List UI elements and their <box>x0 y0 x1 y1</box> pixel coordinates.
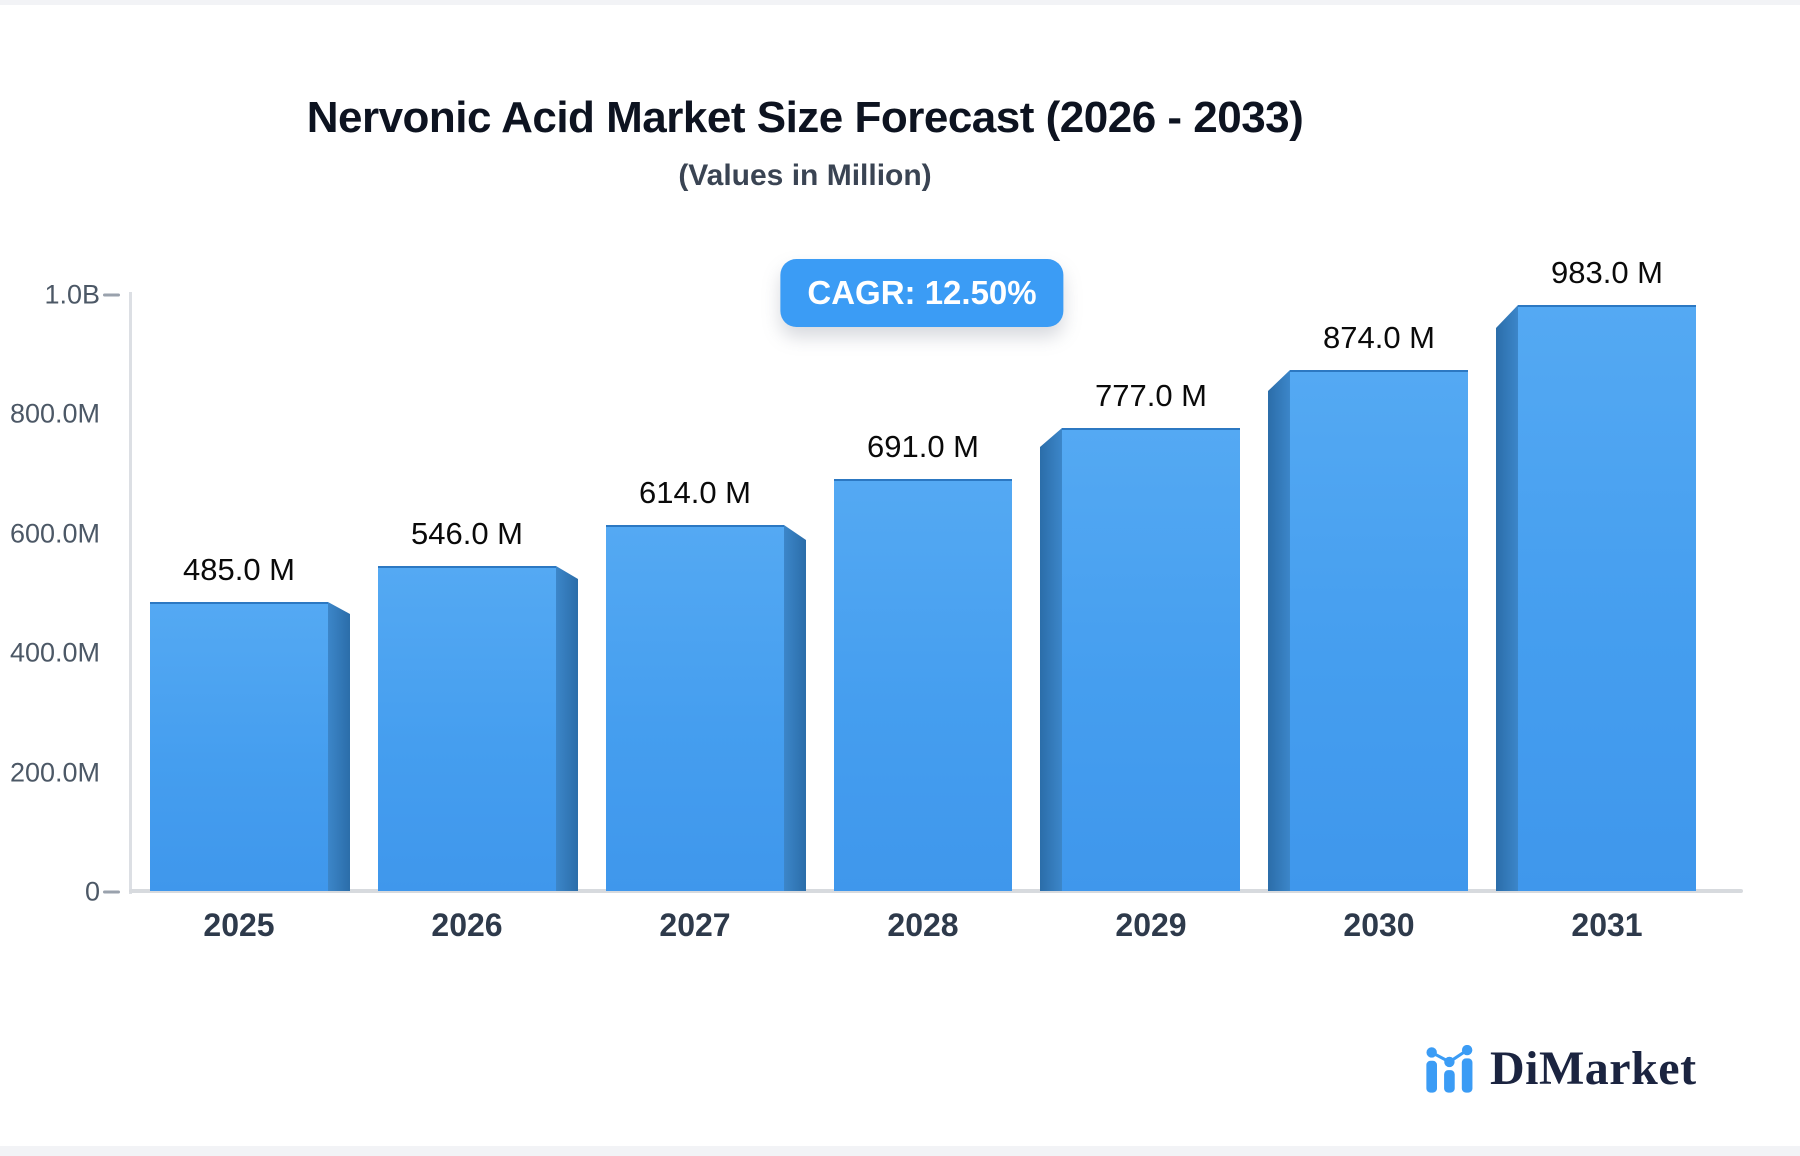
bar-3d-side-2025 <box>328 602 350 891</box>
cagr-badge: CAGR: 12.50% <box>780 259 1064 327</box>
x-tick-label: 2027 <box>659 907 731 943</box>
brand-logo: DiMarket <box>1424 1041 1697 1096</box>
bar-2026 <box>378 566 556 891</box>
y-tick-mark <box>103 293 120 297</box>
y-tick-label: 800.0M <box>9 398 100 429</box>
x-tick-label: 2031 <box>1571 907 1643 943</box>
y-tick-label: 1.0B <box>44 279 100 310</box>
bar-2030 <box>1290 370 1468 891</box>
bar-2029 <box>1062 428 1240 891</box>
bar-2025 <box>150 602 328 891</box>
bar-value-label: 983.0 M <box>1550 255 1663 290</box>
bar-2027 <box>606 525 784 891</box>
chart-card: Nervonic Acid Market Size Forecast (2026… <box>0 5 1800 1146</box>
brand-logo-text: DiMarket <box>1490 1042 1697 1095</box>
bar-3d-side-2029 <box>1040 428 1062 891</box>
y-tick-mark <box>103 890 120 894</box>
bar-2031 <box>1518 305 1696 891</box>
bar-value-label: 614.0 M <box>638 475 751 510</box>
bar-2028 <box>834 479 1012 891</box>
bar-value-label: 777.0 M <box>1094 378 1207 413</box>
bar-3d-side-2030 <box>1268 370 1290 891</box>
y-tick-label: 200.0M <box>9 757 100 788</box>
x-tick-label: 2030 <box>1343 907 1415 943</box>
chart-header: Nervonic Acid Market Size Forecast (2026… <box>0 93 1610 193</box>
bar-value-label: 691.0 M <box>866 429 979 464</box>
bar-3d-side-2026 <box>556 566 578 891</box>
y-tick-label: 0 <box>84 876 100 907</box>
x-tick-label: 2028 <box>887 907 959 943</box>
bar-value-label: 485.0 M <box>182 552 295 587</box>
bar-3d-side-2027 <box>784 525 806 891</box>
x-axis-line <box>129 889 1743 893</box>
x-tick-label: 2025 <box>203 907 275 943</box>
bar-value-label: 546.0 M <box>410 516 523 551</box>
chart-title: Nervonic Acid Market Size Forecast (2026… <box>306 93 1304 142</box>
x-tick-label: 2026 <box>431 907 503 943</box>
bar-value-label: 874.0 M <box>1322 320 1435 355</box>
brand-logo-icon <box>1426 1044 1473 1093</box>
plot-area: 1.0B 800.0M 600.0M 400.0M 200.0M 0 485.0 M 546… <box>0 5 1800 1146</box>
y-tick-label: 400.0M <box>9 637 100 668</box>
bar-3d-side-2031 <box>1496 305 1518 891</box>
y-axis-line <box>129 292 132 894</box>
x-tick-label: 2029 <box>1115 907 1187 943</box>
y-tick-label: 600.0M <box>9 518 100 549</box>
chart-subtitle: (Values in Million) <box>678 159 932 192</box>
cagr-badge-label: CAGR: 12.50% <box>807 274 1037 311</box>
